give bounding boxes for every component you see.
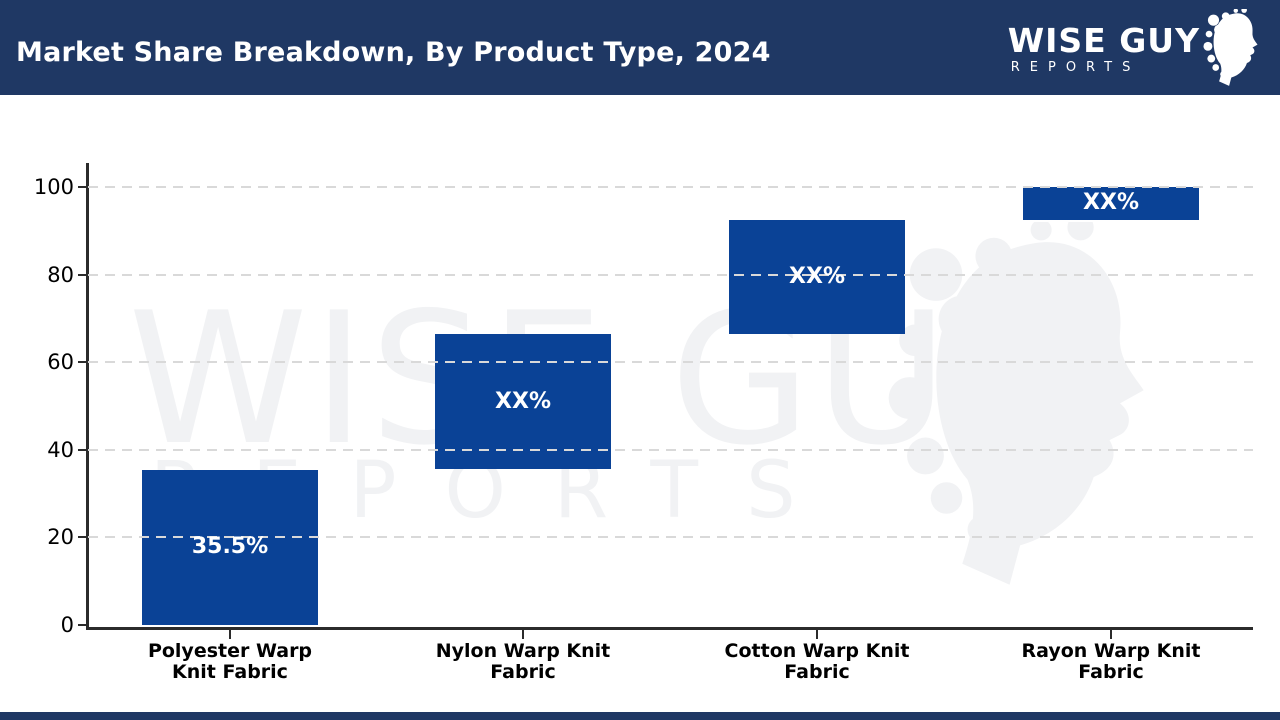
x-category-label-line: Polyester Warp [147, 640, 313, 662]
bar [1023, 187, 1199, 220]
y-tick-label: 0 [60, 613, 74, 637]
x-category-label: Rayon Warp Knit Fabric [981, 641, 1241, 683]
y-tick-mark [78, 186, 88, 188]
x-axis [86, 627, 1253, 630]
x-category-label-line: Rayon Warp Knit [1021, 640, 1201, 662]
bar-value-label: XX% [1083, 190, 1139, 216]
bar-value-label: 35.5% [191, 534, 269, 560]
y-tick-label: 100 [33, 175, 74, 199]
wiseguy-logo: WISE GUY REPORTS [1008, 5, 1264, 91]
x-category-label-line: Knit Fabric [172, 661, 288, 683]
bar-value-label: XX% [495, 388, 551, 414]
page-title: Market Share Breakdown, By Product Type,… [16, 37, 771, 68]
y-tick-mark [78, 448, 88, 451]
logo-reports-label: REPORTS [1010, 60, 1141, 75]
gridline [88, 186, 1253, 188]
bar-value-label: XX% [789, 263, 845, 289]
x-category-label-line: Fabric [1078, 661, 1144, 683]
y-tick-mark [78, 624, 88, 626]
head-profile-icon [1202, 9, 1264, 91]
x-category-label: Polyester Warp Knit Fabric [100, 641, 360, 683]
x-category-label: Nylon Warp Knit Fabric [393, 641, 653, 683]
gridline [88, 361, 1253, 364]
y-tick-mark [78, 361, 88, 364]
watermark-head-icon [878, 222, 1178, 590]
y-tick-label: 20 [47, 525, 74, 550]
bar [729, 219, 905, 334]
x-category-label-line: Fabric [490, 661, 556, 683]
gridline [88, 273, 1253, 276]
x-tick-mark [229, 630, 231, 639]
x-category-label-line: Nylon Warp Knit [435, 640, 611, 662]
x-category-label: Cotton Warp Knit Fabric [687, 641, 947, 683]
y-tick-label: 80 [47, 262, 74, 287]
y-tick-mark [78, 536, 88, 539]
gridline [88, 448, 1253, 451]
x-category-label-line: Cotton Warp Knit [724, 640, 910, 662]
y-axis [86, 163, 89, 630]
x-tick-mark [816, 630, 818, 639]
x-category-label-line: Fabric [784, 661, 850, 683]
logo-wordmark: WISE GUY [1007, 21, 1200, 60]
gridline [88, 536, 1253, 539]
y-tick-label: 40 [47, 437, 74, 462]
y-tick-label: 60 [47, 350, 74, 375]
bar [142, 469, 318, 625]
bar [435, 333, 611, 470]
header: Market Share Breakdown, By Product Type,… [0, 0, 1280, 95]
x-tick-mark [522, 630, 524, 639]
y-tick-mark [78, 273, 88, 276]
x-tick-mark [1110, 630, 1112, 639]
footer-bar [0, 712, 1280, 720]
